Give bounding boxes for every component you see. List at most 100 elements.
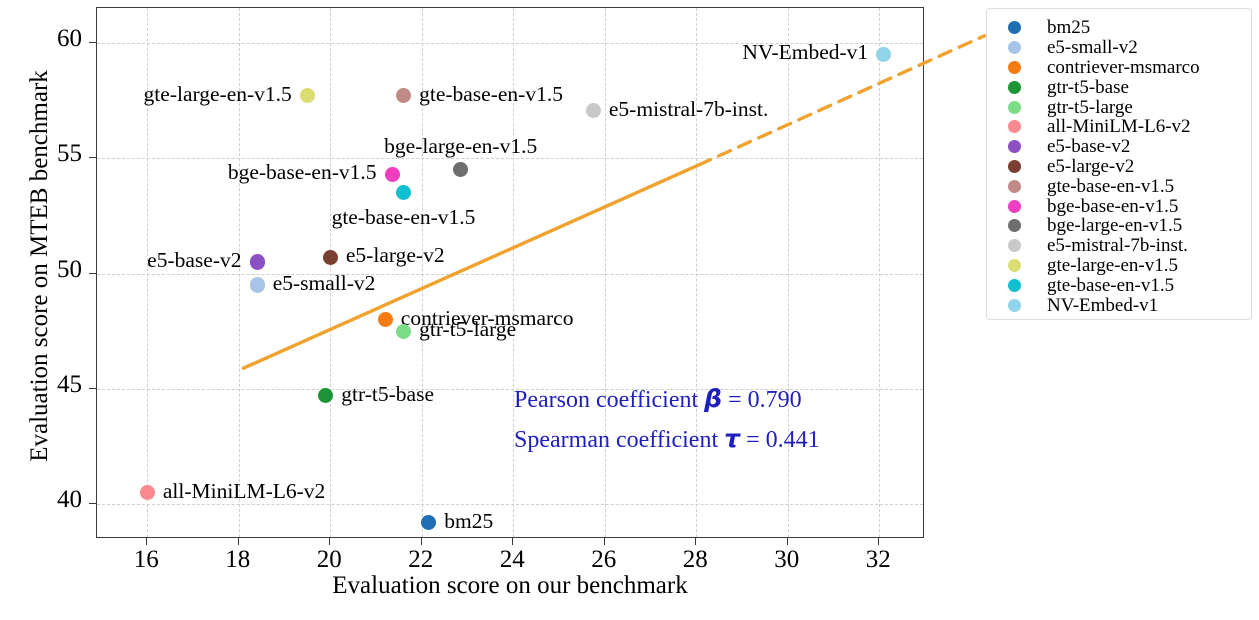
data-point-label-bge-base-en-v1.5: bge-base-en-v1.5	[227, 160, 377, 185]
data-point-label-bm25: bm25	[444, 508, 494, 533]
annotation-pearson-label: Pearson coefficient	[514, 387, 705, 413]
data-point-contriever-msmarco[interactable]	[377, 312, 393, 328]
legend-item-NV-Embed-v1[interactable]: NV-Embed-v1	[997, 295, 1241, 315]
legend-label: NV-Embed-v1	[1047, 294, 1159, 316]
legend-marker-icon	[1008, 60, 1021, 74]
y-tick-55	[89, 157, 96, 159]
x-tick-24	[512, 538, 514, 545]
legend-item-e5-small-v2[interactable]: e5-small-v2	[997, 38, 1241, 58]
legend-item-gte-large-en-v1.5[interactable]: gte-large-en-v1.5	[997, 256, 1241, 276]
annotation-spearman-value: = 0.441	[740, 427, 820, 453]
x-tick-30	[786, 538, 788, 545]
gridline-y-55	[97, 158, 923, 160]
legend-label: e5-small-v2	[1047, 37, 1138, 59]
data-point-bge-base-en-v1.5[interactable]	[384, 166, 400, 182]
legend-marker-icon	[1008, 159, 1021, 173]
legend-item-bge-base-en-v1.5[interactable]: bge-base-en-v1.5	[997, 196, 1241, 216]
x-tick-label-30: 30	[774, 546, 800, 573]
legend-label: e5-base-v2	[1047, 136, 1131, 158]
data-point-gte-base-en-v1.5[interactable]	[395, 185, 412, 201]
legend-marker-icon	[1008, 219, 1021, 233]
legend-item-bm25[interactable]: bm25	[997, 18, 1241, 38]
x-tick-18	[237, 538, 239, 545]
legend-item-gtr-t5-large[interactable]: gtr-t5-large	[997, 97, 1241, 117]
legend-label: gte-large-en-v1.5	[1047, 254, 1179, 276]
annotation-pearson-symbol: β	[704, 384, 723, 413]
x-tick-16	[146, 538, 148, 545]
annotation-spearman-label: Spearman coefficient	[514, 427, 725, 453]
data-point-gtr-t5-large[interactable]	[395, 323, 412, 339]
data-point-NV-Embed-v1[interactable]	[876, 46, 892, 62]
legend-marker-icon	[1008, 140, 1021, 154]
x-tick-22	[420, 538, 422, 545]
legend-label: bm25	[1047, 17, 1091, 39]
gridline-x-16	[147, 8, 149, 537]
gridline-y-60	[97, 42, 923, 44]
legend-item-gtr-t5-base[interactable]: gtr-t5-base	[997, 77, 1241, 97]
gridline-y-50	[97, 273, 923, 275]
gridline-x-32	[879, 8, 881, 537]
x-tick-26	[603, 538, 605, 545]
data-point-all-MiniLM-L6-v2[interactable]	[139, 485, 155, 501]
data-point-label-NV-Embed-v1: NV-Embed-v1	[742, 40, 869, 65]
data-point-label-contriever-msmarco: contriever-msmarco	[400, 305, 574, 330]
annotation-pearson: Pearson coefficient β = 0.790	[514, 384, 802, 414]
y-tick-40	[89, 503, 96, 505]
legend-item-gte-base-en-v1.5[interactable]: gte-base-en-v1.5	[997, 275, 1241, 295]
data-point-label-gte-large-en-v1.5: gte-large-en-v1.5	[143, 81, 292, 106]
x-axis-title: Evaluation score on our benchmark	[332, 572, 688, 599]
data-point-label-e5-small-v2: e5-small-v2	[272, 271, 376, 295]
data-point-bm25[interactable]	[421, 515, 437, 531]
x-tick-label-32: 32	[865, 546, 891, 573]
y-tick-45	[89, 387, 96, 389]
data-point-label-bge-large-en-v1.5: bge-large-en-v1.5	[384, 133, 538, 158]
data-point-gtr-t5-base[interactable]	[318, 388, 334, 404]
legend-item-bge-large-en-v1.5[interactable]: bge-large-en-v1.5	[997, 216, 1241, 236]
plot-area: bm25 e5-small-v2 contriever-msmarco gtr-t5-…	[96, 7, 987, 538]
data-point-label-gtr-t5-base: gtr-t5-base	[341, 381, 434, 406]
legend-item-e5-large-v2[interactable]: e5-large-v2	[997, 157, 1241, 177]
y-tick-label-50: 50	[57, 255, 82, 283]
data-point-bge-large-en-v1.5[interactable]	[453, 162, 469, 178]
data-point-gte-base-en-v1.5[interactable]	[395, 88, 412, 104]
legend-marker-icon	[1008, 120, 1021, 134]
y-tick-label-60: 60	[57, 24, 82, 52]
legend-marker-icon	[1008, 179, 1021, 193]
legend-marker-icon	[1008, 239, 1021, 253]
data-point-label-gte-base-en-v1.5: gte-base-en-v1.5	[419, 81, 563, 106]
data-point-label-e5-base-v2: e5-base-v2	[147, 248, 242, 272]
data-point-e5-small-v2[interactable]	[249, 277, 265, 293]
x-tick-32	[878, 538, 880, 545]
data-point-label-gtr-t5-large: gtr-t5-large	[419, 317, 517, 342]
y-tick-label-40: 40	[57, 486, 82, 514]
legend-label: e5-large-v2	[1047, 155, 1135, 177]
legend-marker-icon	[1008, 100, 1021, 114]
legend-marker-icon	[1008, 21, 1021, 35]
data-point-label-e5-large-v2: e5-large-v2	[345, 243, 445, 268]
legend-item-gte-base-en-v1.5[interactable]: gte-base-en-v1.5	[997, 176, 1241, 196]
x-tick-label-24: 24	[499, 546, 525, 573]
gridline-y-40	[97, 504, 923, 506]
legend-label: gte-base-en-v1.5	[1047, 274, 1175, 296]
legend-item-e5-base-v2[interactable]: e5-base-v2	[997, 137, 1241, 157]
legend-marker-icon	[1008, 41, 1021, 55]
legend-item-e5-mistral-7b-inst.[interactable]: e5-mistral-7b-inst.	[997, 236, 1241, 256]
legend-label: contriever-msmarco	[1047, 56, 1200, 78]
legend-marker-icon	[1008, 80, 1021, 94]
data-point-e5-mistral-7b-inst.[interactable]	[585, 103, 601, 119]
data-point-e5-base-v2[interactable]	[249, 254, 265, 270]
data-point-gte-large-en-v1.5[interactable]	[299, 88, 315, 104]
x-tick-label-28: 28	[682, 546, 708, 573]
legend: bm25 e5-small-v2 contriever-msmarco gtr-t5-…	[986, 8, 1252, 320]
x-tick-label-18: 18	[225, 546, 251, 573]
legend-label: e5-mistral-7b-inst.	[1047, 235, 1188, 257]
legend-item-all-MiniLM-L6-v2[interactable]: all-MiniLM-L6-v2	[997, 117, 1241, 137]
y-tick-label-45: 45	[57, 370, 82, 398]
legend-item-contriever-msmarco[interactable]: contriever-msmarco	[997, 58, 1241, 78]
legend-label: gte-base-en-v1.5	[1047, 175, 1175, 197]
data-point-label-all-MiniLM-L6-v2: all-MiniLM-L6-v2	[162, 478, 326, 503]
data-point-e5-large-v2[interactable]	[322, 249, 338, 265]
legend-label: bge-base-en-v1.5	[1047, 195, 1179, 217]
legend-marker-icon	[1008, 258, 1021, 272]
